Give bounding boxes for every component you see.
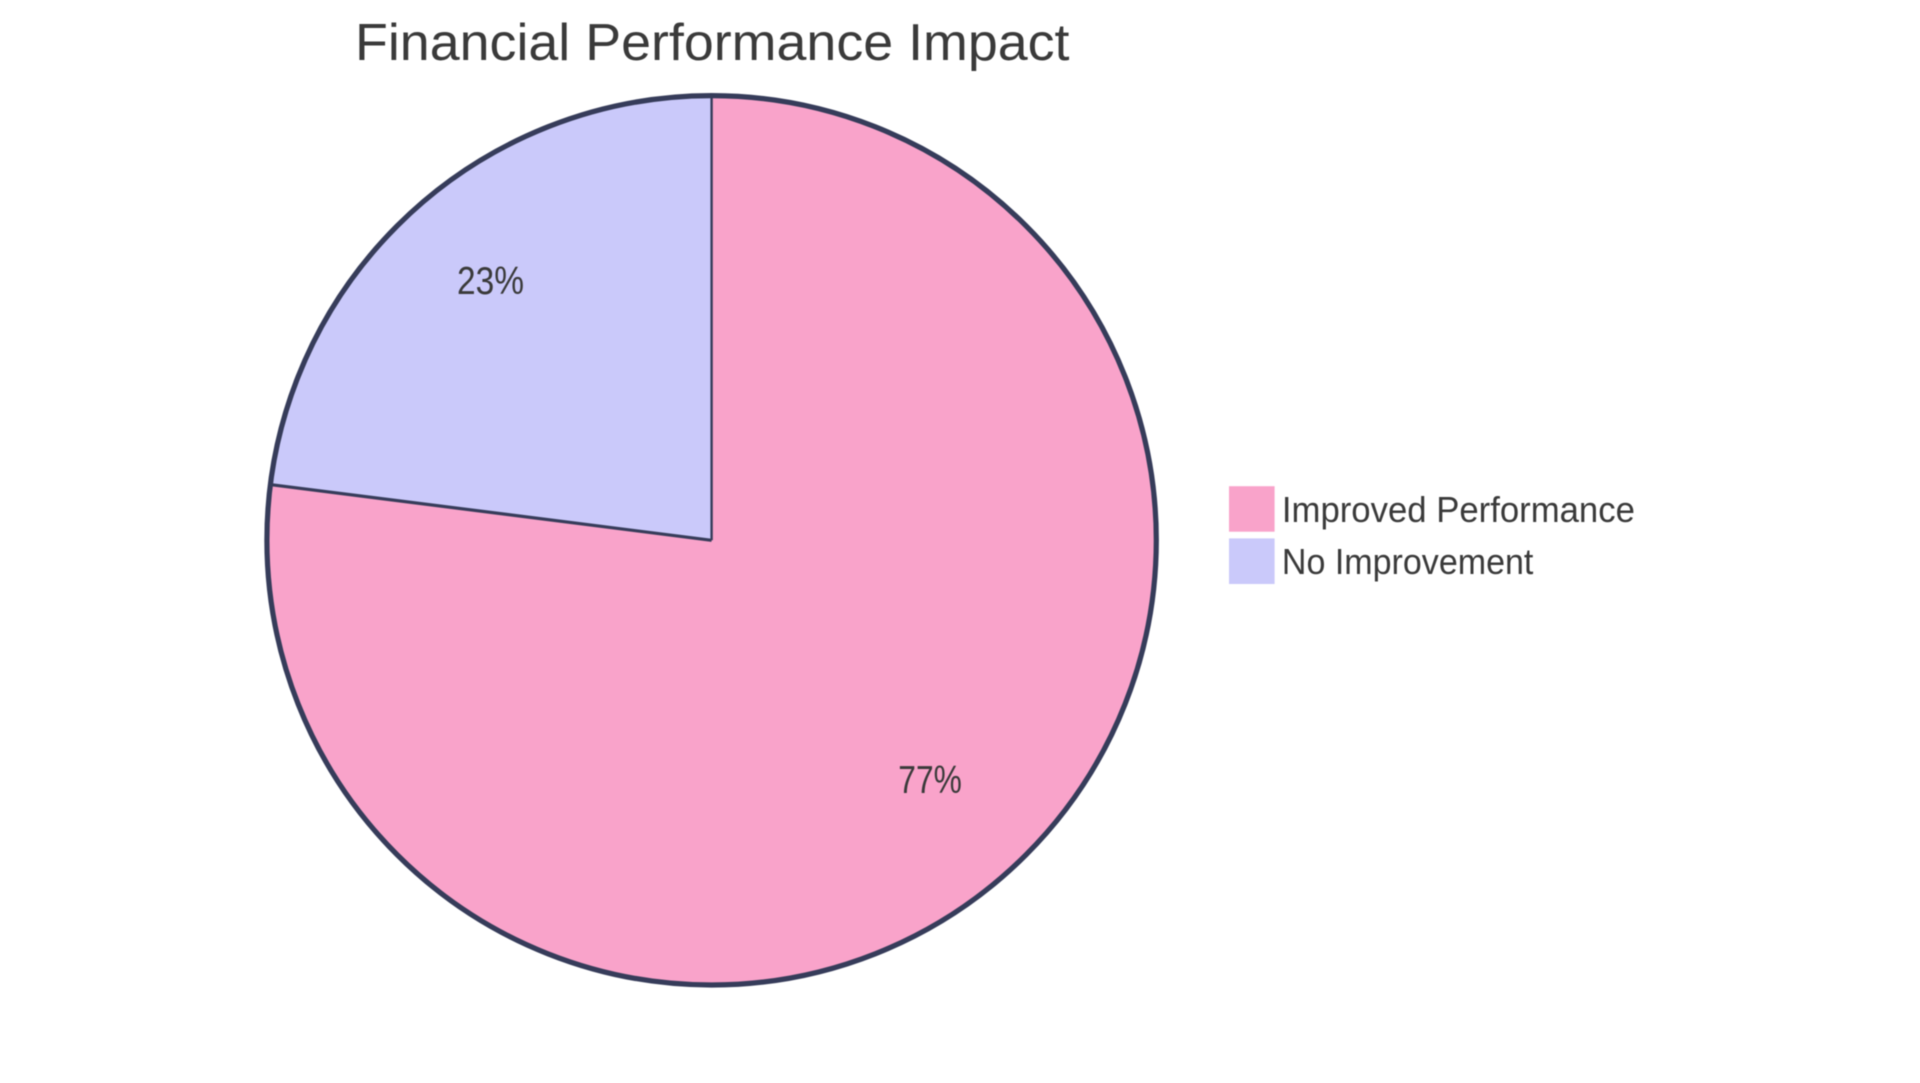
svg-text:Financial Performance Impact: Financial Performance Impact [355, 14, 1070, 72]
svg-text:Improved Performance: Improved Performance [1282, 489, 1635, 530]
svg-text:No Improvement: No Improvement [1282, 541, 1534, 582]
svg-text:23%: 23% [457, 260, 524, 303]
svg-text:77%: 77% [898, 759, 962, 802]
